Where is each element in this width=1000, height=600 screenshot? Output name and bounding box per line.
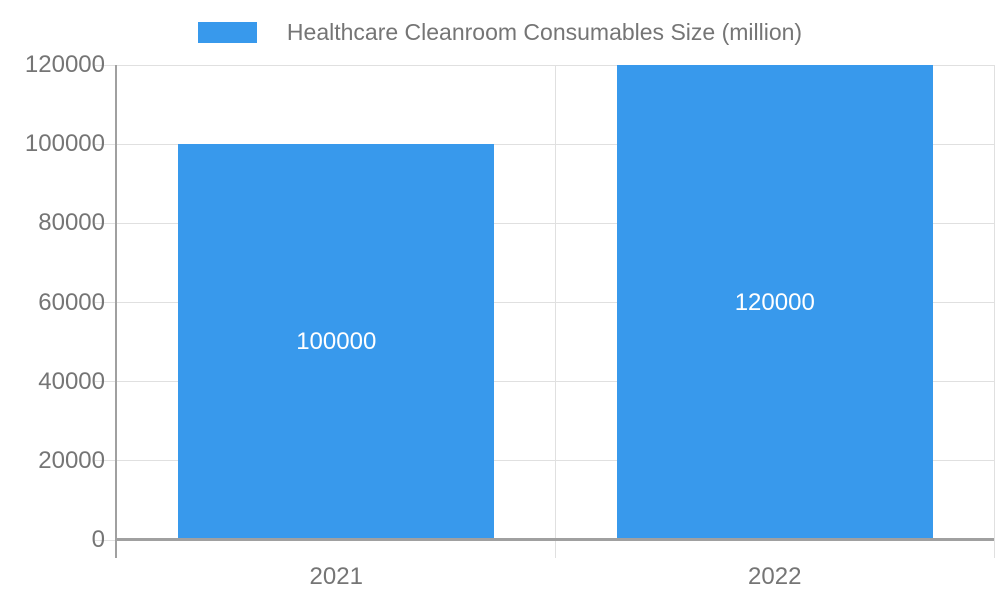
vertical-gridline	[993, 65, 995, 558]
x-axis-label: 2022	[748, 563, 802, 590]
y-axis-tick	[95, 381, 117, 383]
y-axis-tick	[95, 64, 117, 66]
legend-swatch	[197, 22, 257, 43]
y-axis-line	[115, 65, 117, 558]
vertical-gridline	[555, 65, 556, 558]
y-axis-label: 100000	[24, 130, 105, 158]
bar-value-label: 120000	[734, 288, 815, 316]
y-axis-label: 60000	[38, 288, 105, 316]
y-axis-label: 20000	[38, 446, 105, 474]
y-axis-label: 120000	[24, 51, 105, 78]
y-axis-label: 0	[91, 526, 105, 553]
bar-value-label: 100000	[296, 328, 377, 356]
bar-2021[interactable]: 100000	[178, 144, 495, 540]
chart-legend: Healthcare Cleanroom Consumables Size (m…	[0, 19, 1000, 46]
plot-area: 0 20000 40000 60000 80000 100000 120000 100000 2…	[25, 51, 995, 590]
y-axis-tick	[95, 460, 117, 462]
y-axis-tick	[95, 143, 117, 145]
x-axis-label: 2021	[309, 563, 363, 590]
y-axis-tick	[95, 302, 117, 303]
y-axis-label: 40000	[38, 367, 105, 395]
y-axis-label: 80000	[38, 209, 105, 237]
x-axis-line	[115, 538, 994, 541]
bar-2022[interactable]: 120000	[616, 65, 933, 540]
y-axis-tick	[95, 539, 117, 541]
y-axis-tick	[95, 222, 117, 224]
legend-label: Healthcare Cleanroom Consumables Size (m…	[286, 19, 803, 45]
